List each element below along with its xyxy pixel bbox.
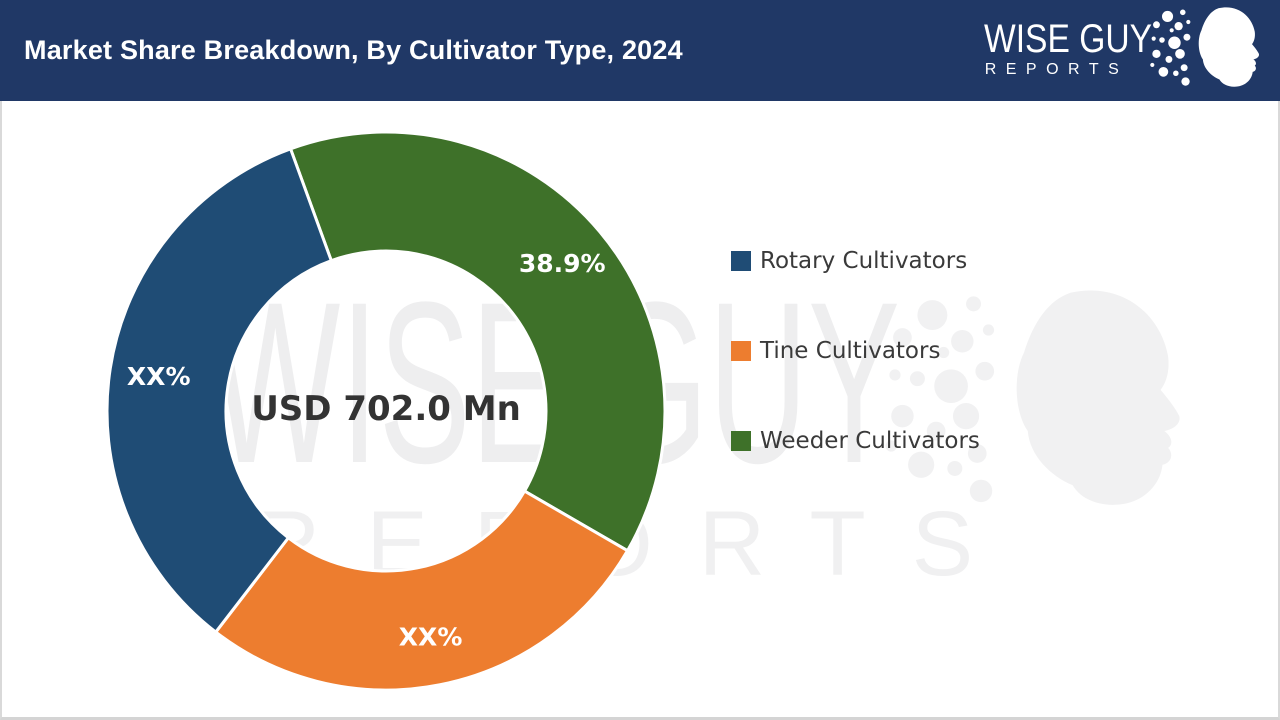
slice-label: XX% [399, 623, 463, 652]
header-bar: Market Share Breakdown, By Cultivator Ty… [0, 0, 1280, 101]
legend-item-tine: Tine Cultivators [731, 337, 980, 365]
logo-reports-text: REPORTS [984, 61, 1129, 78]
legend-item-weeder: Weeder Cultivators [731, 427, 980, 455]
legend-swatch-tine [731, 341, 751, 361]
page-title: Market Share Breakdown, By Cultivator Ty… [24, 35, 683, 65]
donut-center-label: USD 702.0 Mn [251, 389, 521, 429]
legend-swatch-rotary [731, 251, 751, 271]
donut-chart: 38.9% XX% XX% [105, 130, 667, 692]
donut-slice [289, 130, 667, 553]
legend-label-tine: Tine Cultivators [760, 338, 941, 364]
slice-label: XX% [127, 362, 191, 391]
legend-label-rotary: Rotary Cultivators [760, 248, 968, 274]
wiseguy-logo: WISE GUY REPORTS [952, 4, 1266, 94]
legend-label-weeder: Weeder Cultivators [760, 428, 980, 454]
donut-slice [105, 147, 333, 634]
donut-slice [214, 489, 630, 692]
logo-wordmark-text: WISE GUY [983, 17, 1152, 61]
face-logo-icon [1148, 4, 1266, 94]
logo-wordmark: WISE GUY REPORTS [952, 19, 1152, 79]
legend-swatch-weeder [731, 431, 751, 451]
slice-label: 38.9% [519, 249, 606, 278]
legend-item-rotary: Rotary Cultivators [731, 247, 980, 275]
chart-legend: Rotary Cultivators Tine Cultivators Weed… [731, 247, 980, 517]
